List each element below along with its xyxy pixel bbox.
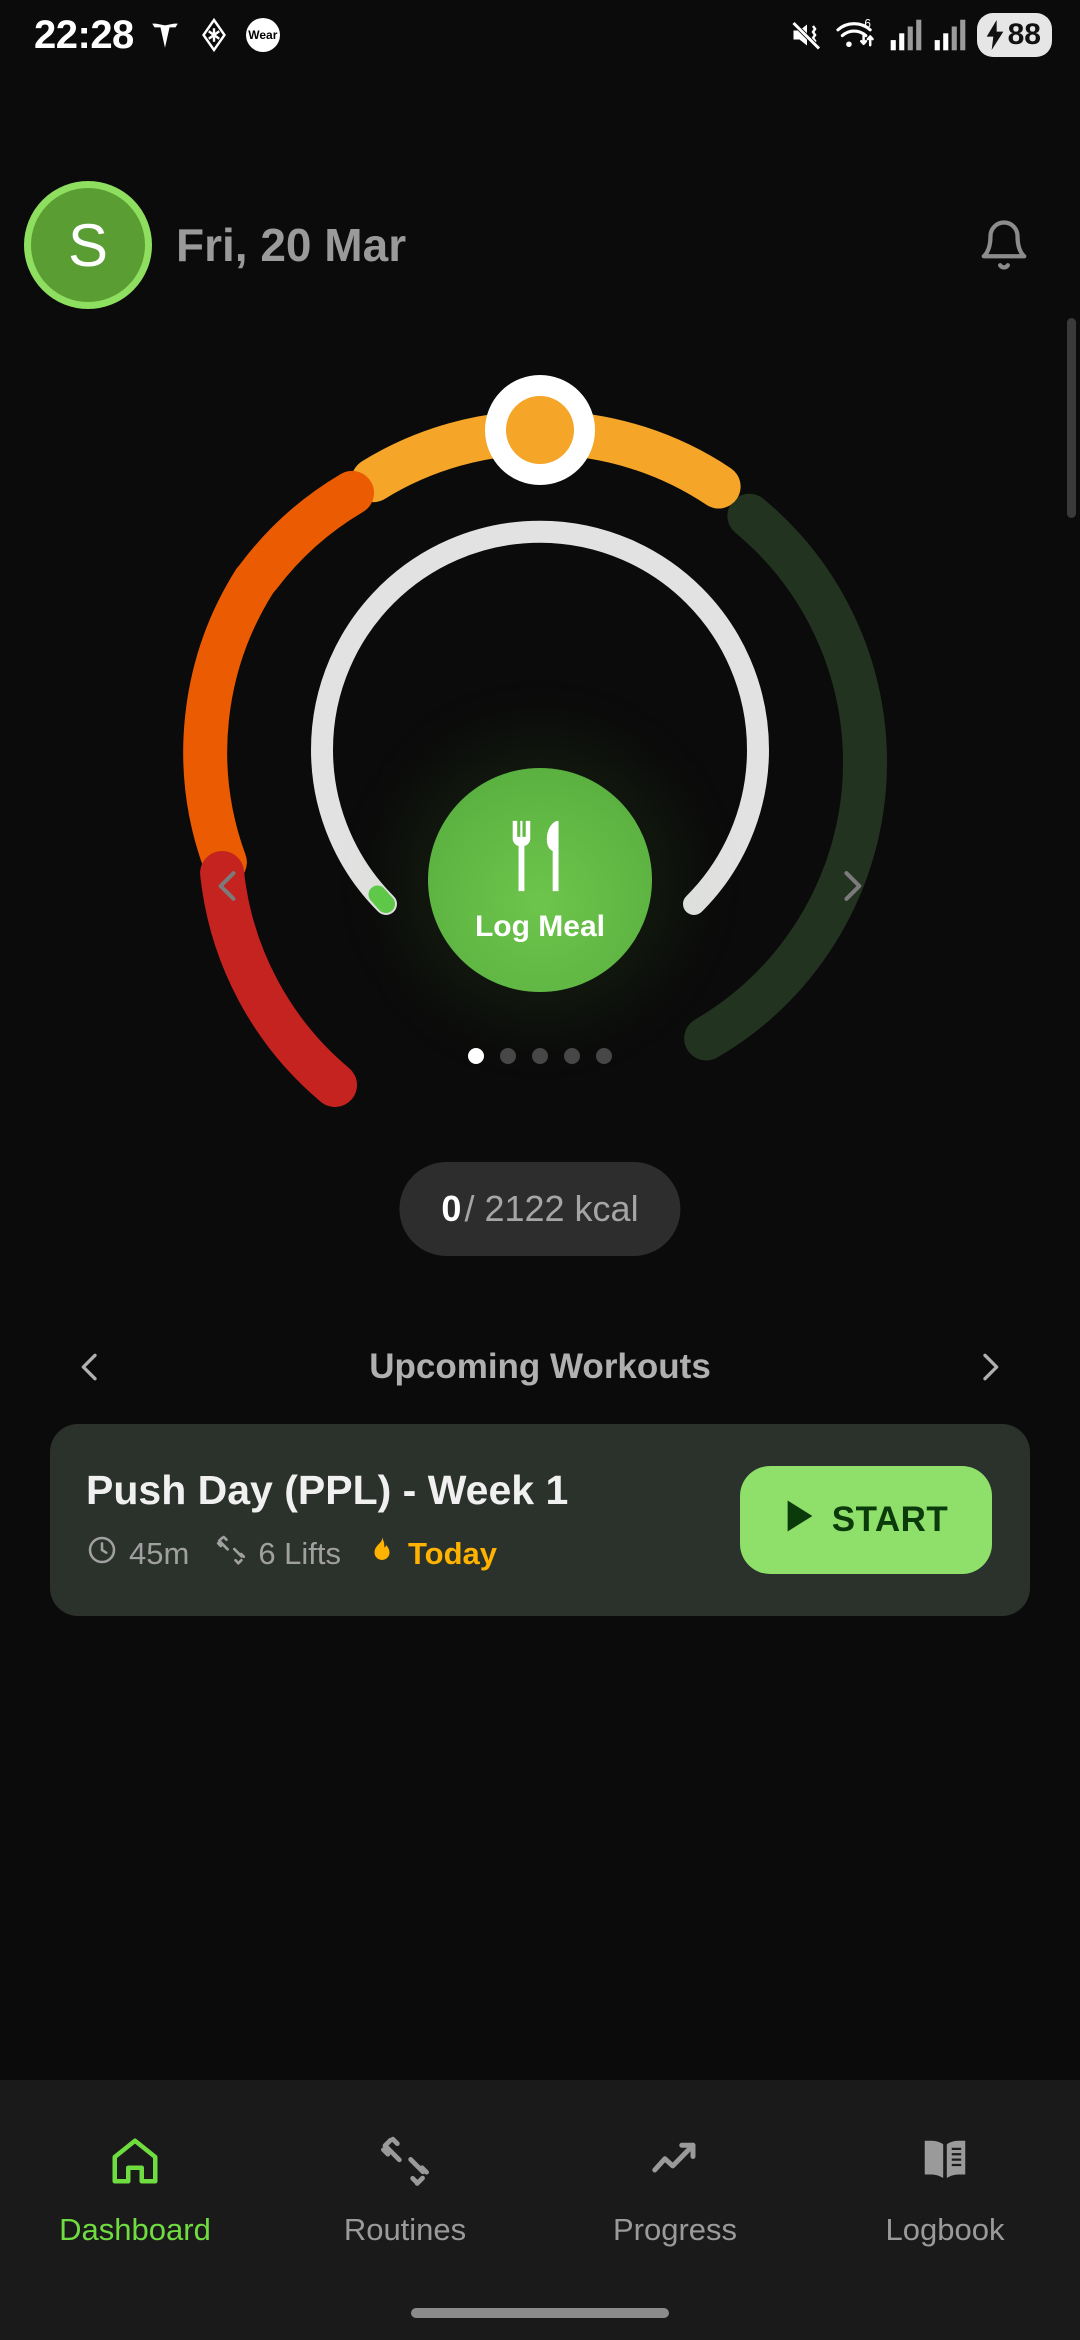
- calories-goal: / 2122 kcal: [464, 1188, 639, 1229]
- clock-icon: [86, 1534, 118, 1574]
- workout-schedule: Today: [367, 1534, 497, 1574]
- scrollbar[interactable]: [1067, 318, 1076, 518]
- carousel-dot-1[interactable]: [468, 1048, 484, 1064]
- workout-lifts-label: 6 Lifts: [258, 1535, 342, 1571]
- upcoming-next-button[interactable]: [962, 1339, 1018, 1395]
- carousel-dot-4[interactable]: [564, 1048, 580, 1064]
- nav-label-dashboard: Dashboard: [59, 2212, 211, 2247]
- avatar[interactable]: S: [24, 181, 152, 309]
- dumbbell-icon: [378, 2132, 432, 2190]
- header-date: Fri, 20 Mar: [176, 219, 407, 271]
- status-clock: 22:28: [34, 12, 134, 57]
- signal-2-icon: [933, 18, 967, 52]
- workout-duration-label: 45m: [129, 1535, 190, 1571]
- carousel-dots[interactable]: [468, 1048, 612, 1064]
- status-bar-right: 6 88: [789, 13, 1052, 57]
- vibrate-mute-icon: [789, 17, 825, 53]
- chevron-left-icon[interactable]: [200, 858, 256, 914]
- diamond-icon: [196, 17, 232, 53]
- battery-level: 88: [1007, 18, 1041, 51]
- start-workout-button[interactable]: START: [740, 1466, 992, 1574]
- nav-item-routines[interactable]: Routines: [270, 2132, 540, 2248]
- dumbbell-icon: [215, 1534, 247, 1574]
- nav-item-progress[interactable]: Progress: [540, 2132, 810, 2248]
- workout-card-info: Push Day (PPL) - Week 1 45m 6 Lifts: [86, 1467, 740, 1574]
- upcoming-workouts-title: Upcoming Workouts: [369, 1347, 711, 1386]
- svg-text:6: 6: [864, 18, 871, 31]
- wear-badge: Wear: [245, 18, 280, 52]
- gauge-arcs: [183, 375, 888, 1107]
- status-bar-left: 22:28 Wear: [34, 13, 280, 58]
- open-book-icon: [918, 2132, 972, 2190]
- fork-knife-icon: [505, 817, 575, 900]
- signal-1-icon: [889, 18, 923, 52]
- log-meal-label: Log Meal: [474, 909, 605, 943]
- workout-card[interactable]: Push Day (PPL) - Week 1 45m 6 Lifts: [50, 1424, 1030, 1616]
- bottom-navigation: Dashboard Routines Progress Logbook: [0, 2080, 1080, 2340]
- app-header: S Fri, 20 Mar: [0, 181, 1080, 309]
- carousel-dot-3[interactable]: [532, 1048, 548, 1064]
- trending-up-icon: [648, 2132, 702, 2190]
- upcoming-workouts-header: Upcoming Workouts: [0, 1327, 1080, 1407]
- workout-title: Push Day (PPL) - Week 1: [86, 1466, 569, 1513]
- nav-label-routines: Routines: [343, 2212, 467, 2247]
- status-bar: 22:28 Wear: [0, 0, 1080, 70]
- chevron-right-icon[interactable]: [824, 858, 880, 914]
- nav-label-progress: Progress: [612, 2212, 738, 2247]
- workout-schedule-label: Today: [408, 1535, 498, 1571]
- battery-indicator: 88: [976, 13, 1052, 57]
- workout-duration: 45m: [86, 1534, 189, 1574]
- log-meal-button[interactable]: Log Meal: [428, 768, 652, 992]
- workout-meta: 45m 6 Lifts Today: [86, 1534, 740, 1574]
- workout-lifts: 6 Lifts: [215, 1534, 341, 1574]
- start-button-label: START: [831, 1500, 949, 1539]
- carousel-dot-2[interactable]: [500, 1048, 516, 1064]
- charging-bolt-icon: [986, 20, 1003, 50]
- notification-bell-icon[interactable]: [964, 205, 1044, 285]
- gauge-knob: [485, 375, 595, 485]
- home-icon: [108, 2132, 162, 2190]
- play-icon: [784, 1499, 816, 1542]
- tesla-icon: [148, 18, 182, 52]
- calories-current: 0: [441, 1188, 462, 1229]
- wifi-6-icon: 6: [835, 17, 879, 53]
- home-indicator[interactable]: [411, 2308, 669, 2318]
- nav-item-logbook[interactable]: Logbook: [810, 2132, 1080, 2248]
- calorie-ring-gauge: Log Meal: [0, 330, 1080, 1160]
- flame-icon: [367, 1534, 397, 1574]
- carousel-dot-5[interactable]: [596, 1048, 612, 1064]
- nav-item-dashboard[interactable]: Dashboard: [0, 2132, 270, 2248]
- calorie-summary-pill[interactable]: 0 / 2122 kcal: [399, 1162, 681, 1256]
- upcoming-prev-button[interactable]: [62, 1339, 118, 1395]
- nav-label-logbook: Logbook: [885, 2212, 1005, 2247]
